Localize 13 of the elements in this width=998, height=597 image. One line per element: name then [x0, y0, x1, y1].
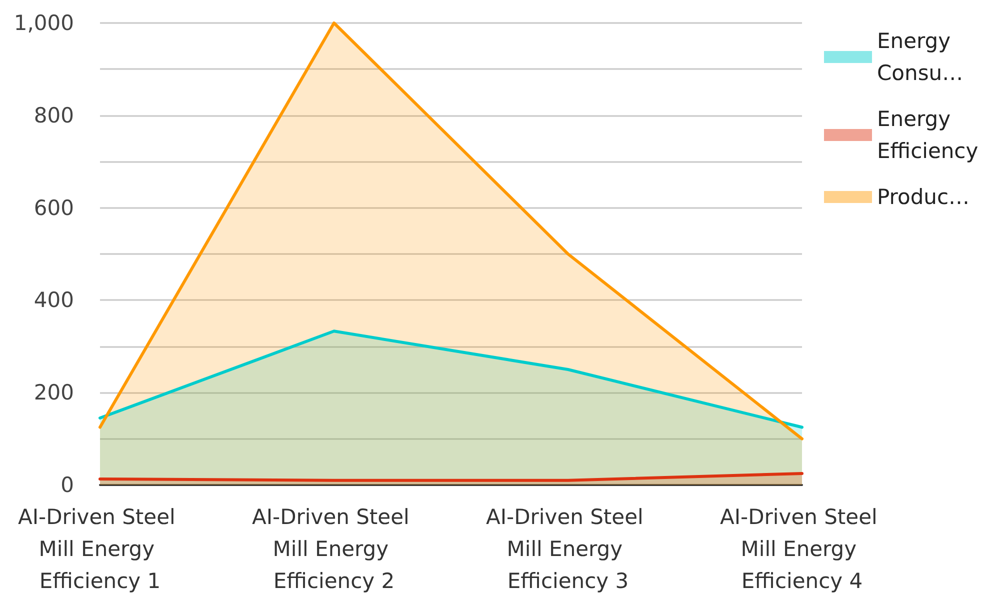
x-tick-label: AI-Driven Steel Mill Energy Efficiency 1	[18, 505, 182, 593]
x-tick-label: AI-Driven Steel Mill Energy Efficiency 3	[486, 505, 650, 593]
x-tick-label: AI-Driven Steel Mill Energy Efficiency 4	[720, 505, 884, 593]
y-tick-label: 400	[34, 288, 74, 312]
y-tick-label: 800	[34, 103, 74, 128]
legend-label: Produc…	[877, 185, 970, 209]
y-tick-label: 1,000	[14, 11, 74, 35]
x-tick-label: AI-Driven Steel Mill Energy Efficiency 2	[252, 505, 416, 593]
legend-label: Energy Efficiency	[877, 107, 978, 163]
y-tick-label: 600	[34, 196, 74, 220]
y-tick-label: 200	[34, 380, 74, 405]
y-tick-label: 0	[60, 473, 74, 497]
legend-label: Energy Consu…	[877, 29, 964, 85]
